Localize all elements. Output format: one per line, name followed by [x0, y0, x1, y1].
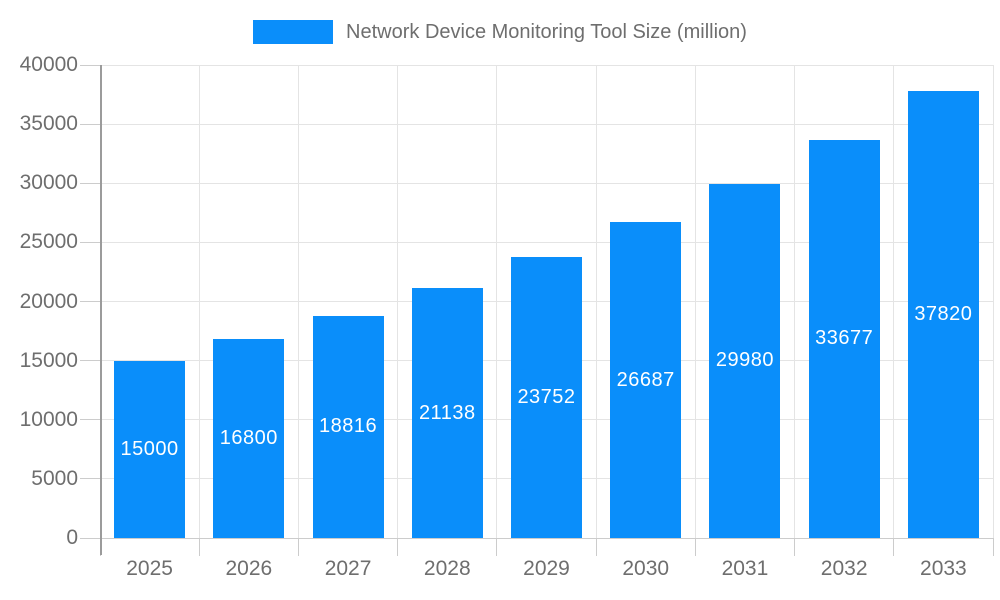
bar-value-label: 33677 [815, 327, 874, 350]
x-tick-label: 2028 [423, 557, 471, 580]
x-tick [794, 538, 796, 556]
bar-value-label: 23752 [517, 386, 576, 409]
bar-2027[interactable]: 18816 [312, 315, 384, 538]
x-tick [595, 538, 597, 556]
y-tick-label: 10000 [19, 407, 78, 431]
v-gridline [297, 65, 299, 538]
y-tick [80, 301, 100, 302]
bar-2026[interactable]: 16800 [213, 339, 285, 538]
v-gridline [595, 65, 597, 538]
bar-value-label: 29980 [715, 349, 774, 372]
h-gridline [100, 182, 993, 184]
y-tick-label: 40000 [19, 53, 78, 76]
y-tick [80, 241, 100, 243]
x-tick [297, 538, 299, 556]
x-tick [496, 538, 498, 556]
x-tick [694, 538, 696, 556]
x-tick [397, 538, 399, 556]
x-tick-label: 2026 [225, 557, 273, 580]
x-tick-label: 2029 [523, 557, 570, 580]
y-tick [80, 537, 100, 539]
v-gridline [794, 65, 796, 538]
v-gridline [198, 65, 200, 538]
bar-value-label: 15000 [120, 437, 179, 460]
h-gridline [100, 64, 993, 66]
y-tick [80, 182, 100, 184]
plot-area: 15000 16800 18816 21138 23752 26687 29980 33677… [80, 64, 994, 556]
v-gridline [992, 65, 994, 538]
y-tick-label: 5000 [31, 466, 78, 490]
bar-2032[interactable]: 33677 [808, 139, 880, 538]
v-gridline [694, 65, 696, 538]
y-tick [80, 123, 100, 125]
x-tick-label: 2025 [126, 557, 173, 580]
y-tick-label: 0 [66, 526, 78, 549]
x-tick-label: 2033 [920, 557, 967, 580]
y-tick-label: 20000 [19, 289, 78, 313]
y-tick [80, 64, 100, 66]
h-gridline [100, 123, 993, 125]
x-tick-label: 2030 [622, 557, 670, 580]
x-tick-label: 2032 [820, 557, 868, 580]
x-tick [893, 538, 895, 556]
y-tick [80, 478, 100, 480]
legend-swatch[interactable] [253, 20, 334, 44]
y-tick-label: 15000 [19, 348, 78, 372]
bar-2029[interactable]: 23752 [511, 257, 582, 538]
y-tick [80, 419, 100, 421]
bar-2033[interactable]: 37820 [907, 90, 979, 538]
x-tick [992, 538, 994, 556]
bar-2031[interactable]: 29980 [709, 183, 781, 538]
y-tick-label: 30000 [19, 171, 78, 195]
legend: Network Device Monitoring Tool Size (mil… [0, 20, 1000, 44]
bar-2030[interactable]: 26687 [610, 222, 682, 538]
x-tick-label: 2027 [324, 557, 372, 580]
legend-label[interactable]: Network Device Monitoring Tool Size (mil… [346, 21, 747, 43]
x-axis-zero-line [100, 537, 993, 539]
v-gridline [893, 65, 895, 538]
y-axis-line [100, 65, 102, 555]
bar-value-label: 37820 [914, 302, 973, 325]
x-tick-label: 2031 [721, 557, 769, 580]
x-tick [198, 538, 200, 556]
v-gridline [496, 65, 498, 538]
y-tick [80, 360, 100, 362]
h-gridline [100, 241, 993, 243]
y-tick-label: 25000 [19, 230, 78, 254]
bar-2028[interactable]: 21138 [411, 288, 483, 538]
v-gridline [397, 65, 399, 538]
bar-value-label: 26687 [616, 368, 675, 391]
bar-value-label: 21138 [418, 401, 476, 424]
bar-value-label: 16800 [219, 427, 278, 450]
y-tick-label: 35000 [19, 112, 78, 136]
bar-2025[interactable]: 15000 [114, 360, 186, 538]
bar-value-label: 18816 [318, 415, 378, 438]
